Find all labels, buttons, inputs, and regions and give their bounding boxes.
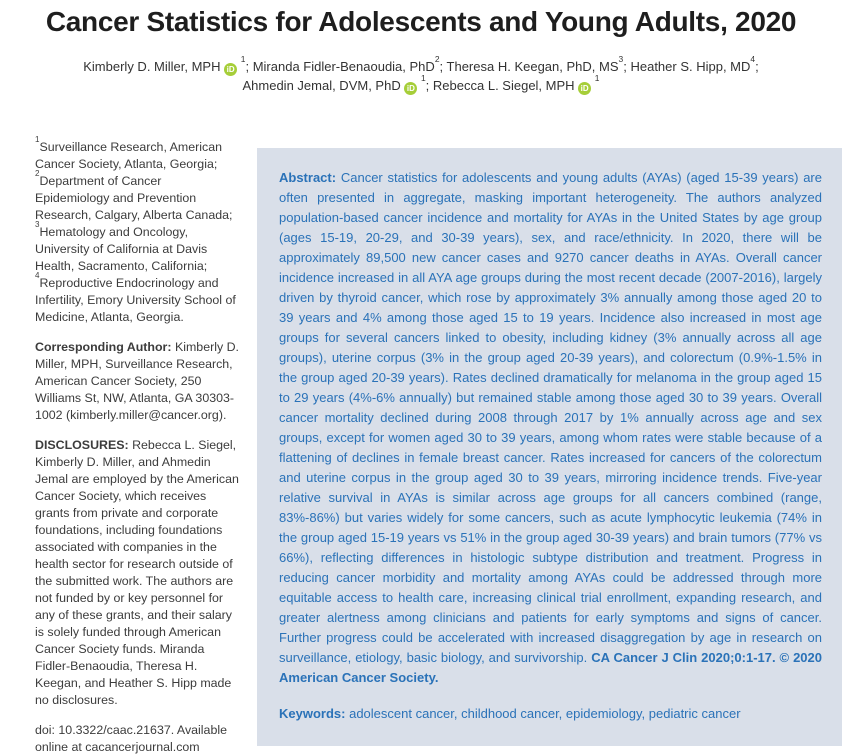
corresponding-author: Corresponding Author: Kimberly D. Miller…: [35, 339, 239, 424]
affiliation-text: Department of Cancer Epidemiology and Pr…: [35, 174, 233, 222]
author-heather-hipp: Heather S. Hipp, MD4;: [630, 55, 759, 74]
corresponding-author-label: Corresponding Author:: [35, 340, 172, 354]
author-separator: ;: [245, 59, 250, 74]
affiliation-number: 1: [35, 135, 40, 145]
orcid-icon[interactable]: iD: [404, 82, 418, 95]
abstract-label: Abstract:: [279, 170, 337, 185]
affiliation-number: 2: [35, 169, 40, 179]
affiliation-superscript: 3: [618, 53, 624, 64]
author-name: Miranda Fidler-Benaoudia, PhD: [252, 59, 435, 74]
orcid-icon[interactable]: iD: [578, 82, 592, 95]
page-title: Cancer Statistics for Adolescents and Yo…: [45, 6, 797, 37]
author-ahmedin-jemal: Ahmedin Jemal, DVM, PhD iD 1;: [242, 74, 430, 95]
abstract-citation: CA Cancer J Clin 2020;0:1-17. © 2020 Ame…: [279, 650, 822, 685]
affiliation-superscript: 2: [434, 53, 440, 64]
disclosures-text: Rebecca L. Siegel, Kimberly D. Miller, a…: [35, 438, 239, 707]
author-name: Ahmedin Jemal, DVM, PhD: [242, 78, 401, 93]
author-name: Heather S. Hipp, MD: [630, 59, 751, 74]
author-separator: ;: [623, 59, 627, 74]
disclosures-label: DISCLOSURES:: [35, 438, 129, 452]
author-name: Kimberly D. Miller, MPH: [83, 59, 221, 74]
abstract-box: Abstract: Cancer statistics for adolesce…: [257, 148, 842, 746]
author-separator: ;: [439, 59, 444, 74]
corresponding-author-text: Kimberly D. Miller, MPH, Surveillance Re…: [35, 340, 239, 422]
author-separator: ;: [425, 78, 430, 93]
keywords-label: Keywords:: [279, 706, 346, 721]
disclosures: DISCLOSURES: Rebecca L. Siegel, Kimberly…: [35, 437, 239, 709]
author-rebecca-siegel: Rebecca L. Siegel, MPH iD 1: [432, 74, 600, 95]
affiliation-number: 3: [35, 220, 40, 230]
affiliation-number: 4: [35, 271, 40, 281]
doi-line: doi: 10.3322/caac.21637. Available onlin…: [35, 723, 227, 754]
keywords-line: Keywords: adolescent cancer, childhood c…: [279, 704, 822, 723]
affiliations: 1Surveillance Research, American Cancer …: [35, 136, 239, 326]
affiliation-text: Surveillance Research, American Cancer S…: [35, 140, 222, 171]
author-byline: Kimberly D. Miller, MPH iD 1; Miranda Fi…: [0, 55, 842, 95]
author-kimberly-miller: Kimberly D. Miller, MPH iD 1;: [83, 55, 250, 76]
author-theresa-keegan: Theresa H. Keegan, PhD, MS3;: [446, 55, 627, 74]
author-separator: ;: [755, 59, 759, 74]
author-line-2: Ahmedin Jemal, DVM, PhD iD 1; Rebecca L.…: [0, 74, 842, 95]
affiliation-superscript: 4: [750, 53, 756, 64]
author-line-1: Kimberly D. Miller, MPH iD 1; Miranda Fi…: [0, 55, 842, 76]
affiliation-superscript: 1: [420, 72, 426, 83]
author-name: Theresa H. Keegan, PhD, MS: [446, 59, 619, 74]
orcid-icon[interactable]: iD: [224, 63, 238, 76]
affiliation-text: Hematology and Oncology, University of C…: [35, 225, 208, 273]
affiliation-text: Reproductive Endocrinology and Infertili…: [35, 276, 236, 324]
affiliation-superscript: 1: [594, 72, 600, 83]
abstract-paragraph: Abstract: Cancer statistics for adolesce…: [279, 168, 822, 688]
affiliation-superscript: 1: [240, 53, 246, 64]
abstract-body: Cancer statistics for adolescents and yo…: [279, 170, 822, 665]
keywords-text: adolescent cancer, childhood cancer, epi…: [349, 706, 741, 721]
author-miranda-fidler-benaoudia: Miranda Fidler-Benaoudia, PhD2;: [252, 55, 444, 74]
sidebar: 1Surveillance Research, American Cancer …: [35, 136, 239, 756]
author-name: Rebecca L. Siegel, MPH: [432, 78, 575, 93]
